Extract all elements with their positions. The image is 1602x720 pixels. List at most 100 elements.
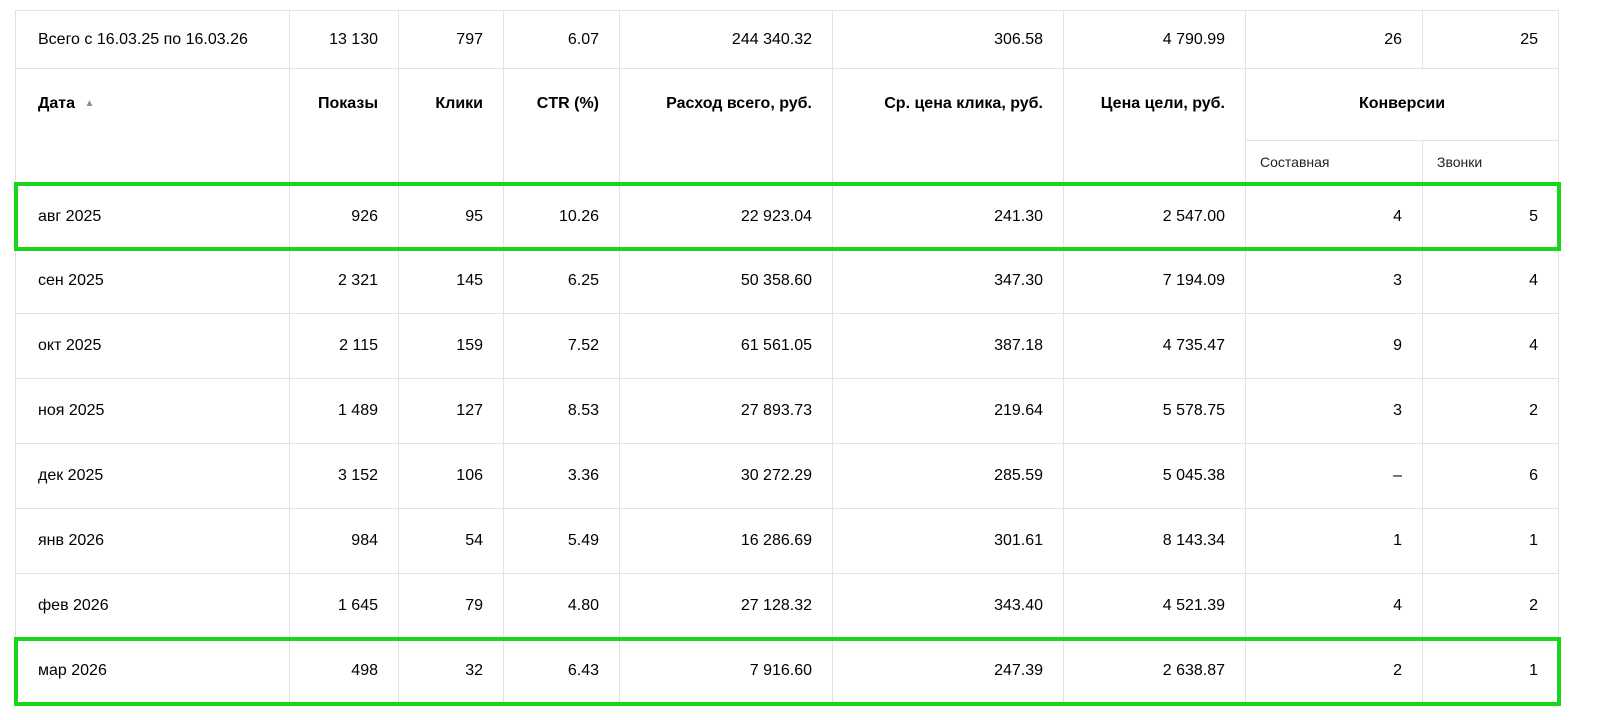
column-header-avg-cpc[interactable]: Ср. цена клика, руб. (832, 68, 1064, 185)
column-header-date[interactable]: Дата ▲ (15, 68, 290, 185)
value-cell: 2 321 (289, 248, 399, 314)
value-cell: 27 128.32 (619, 573, 833, 639)
value-cell: 7 194.09 (1063, 248, 1246, 314)
value-cell: 498 (289, 638, 399, 704)
value-cell: 347.30 (832, 248, 1064, 314)
date-cell: сен 2025 (15, 248, 290, 314)
value-cell: 4 (1422, 248, 1559, 314)
value-cell: 2 (1422, 573, 1559, 639)
column-header-goal-cost[interactable]: Цена цели, руб. (1063, 68, 1246, 185)
value-cell: 2 (1245, 638, 1423, 704)
column-header-ctr[interactable]: CTR (%) (503, 68, 620, 185)
value-cell: 16 286.69 (619, 508, 833, 574)
value-cell: 1 489 (289, 378, 399, 444)
value-cell: 5 578.75 (1063, 378, 1246, 444)
value-cell: 1 (1245, 508, 1423, 574)
totals-impressions: 13 130 (289, 10, 399, 69)
totals-clicks: 797 (398, 10, 504, 69)
value-cell: 22 923.04 (619, 183, 833, 249)
table-row[interactable]: ноя 2025 1 489 127 8.53 27 893.73 219.64 5 578… (15, 378, 1559, 444)
value-cell: 5 (1422, 183, 1559, 249)
value-cell: 32 (398, 638, 504, 704)
totals-conversions-calls: 25 (1422, 10, 1559, 69)
value-cell: 6.25 (503, 248, 620, 314)
value-cell: 30 272.29 (619, 443, 833, 509)
value-cell: 145 (398, 248, 504, 314)
column-header-impressions[interactable]: Показы (289, 68, 399, 185)
table-row[interactable]: янв 2026 984 54 5.49 16 286.69 301.61 8 143.34… (15, 508, 1559, 574)
value-cell: 6 (1422, 443, 1559, 509)
value-cell: 106 (398, 443, 504, 509)
value-cell: 5 045.38 (1063, 443, 1246, 509)
value-cell: 984 (289, 508, 399, 574)
value-cell: 2 (1422, 378, 1559, 444)
totals-avg-cpc: 306.58 (832, 10, 1064, 69)
value-cell: – (1245, 443, 1423, 509)
value-cell: 159 (398, 313, 504, 379)
value-cell: 8 143.34 (1063, 508, 1246, 574)
totals-ctr: 6.07 (503, 10, 620, 69)
table-row[interactable]: дек 2025 3 152 106 3.36 30 272.29 285.59 5 045… (15, 443, 1559, 509)
table-row[interactable]: мар 2026 498 32 6.43 7 916.60 247.39 2 638.87 2… (13, 636, 1561, 706)
date-cell: окт 2025 (15, 313, 290, 379)
table-row[interactable]: фев 2026 1 645 79 4.80 27 128.32 343.40 4 521.… (15, 573, 1559, 639)
date-cell: мар 2026 (15, 638, 290, 704)
table-body: авг 2025 926 95 10.26 22 923.04 241.30 2 547.0… (13, 181, 1561, 706)
value-cell: 7.52 (503, 313, 620, 379)
value-cell: 926 (289, 183, 399, 249)
date-cell: дек 2025 (15, 443, 290, 509)
column-header-conversions-group: Конверсии (1245, 68, 1559, 141)
column-header-conversions-composite[interactable]: Составная (1245, 140, 1423, 185)
value-cell: 4 (1422, 313, 1559, 379)
value-cell: 1 (1422, 508, 1559, 574)
value-cell: 3 152 (289, 443, 399, 509)
totals-conversions-composite: 26 (1245, 10, 1423, 69)
column-header-total-cost[interactable]: Расход всего, руб. (619, 68, 833, 185)
date-cell: авг 2025 (15, 183, 290, 249)
table-row[interactable]: окт 2025 2 115 159 7.52 61 561.05 387.18 4 735… (15, 313, 1559, 379)
value-cell: 4 735.47 (1063, 313, 1246, 379)
table-row[interactable]: сен 2025 2 321 145 6.25 50 358.60 347.30 7 194… (15, 248, 1559, 314)
value-cell: 4 (1245, 573, 1423, 639)
totals-goal-cost: 4 790.99 (1063, 10, 1246, 69)
value-cell: 54 (398, 508, 504, 574)
value-cell: 285.59 (832, 443, 1064, 509)
value-cell: 9 (1245, 313, 1423, 379)
value-cell: 5.49 (503, 508, 620, 574)
value-cell: 301.61 (832, 508, 1064, 574)
value-cell: 95 (398, 183, 504, 249)
value-cell: 6.43 (503, 638, 620, 704)
value-cell: 1 645 (289, 573, 399, 639)
value-cell: 4 (1245, 183, 1423, 249)
value-cell: 8.53 (503, 378, 620, 444)
value-cell: 2 638.87 (1063, 638, 1246, 704)
value-cell: 3 (1245, 248, 1423, 314)
value-cell: 50 358.60 (619, 248, 833, 314)
date-cell: ноя 2025 (15, 378, 290, 444)
value-cell: 3 (1245, 378, 1423, 444)
value-cell: 7 916.60 (619, 638, 833, 704)
value-cell: 4 521.39 (1063, 573, 1246, 639)
table-row[interactable]: авг 2025 926 95 10.26 22 923.04 241.30 2 547.0… (13, 181, 1561, 251)
value-cell: 343.40 (832, 573, 1064, 639)
date-cell: фев 2026 (15, 573, 290, 639)
value-cell: 219.64 (832, 378, 1064, 444)
totals-row: Всего с 16.03.25 по 16.03.26 13 130 797 … (15, 10, 1559, 69)
value-cell: 2 115 (289, 313, 399, 379)
sort-ascending-icon: ▲ (84, 98, 95, 109)
column-header-clicks[interactable]: Клики (398, 68, 504, 185)
value-cell: 2 547.00 (1063, 183, 1246, 249)
value-cell: 247.39 (832, 638, 1064, 704)
value-cell: 10.26 (503, 183, 620, 249)
column-header-conversions-calls[interactable]: Звонки (1422, 140, 1559, 185)
value-cell: 4.80 (503, 573, 620, 639)
totals-cost: 244 340.32 (619, 10, 833, 69)
value-cell: 1 (1422, 638, 1559, 704)
value-cell: 79 (398, 573, 504, 639)
value-cell: 27 893.73 (619, 378, 833, 444)
value-cell: 387.18 (832, 313, 1064, 379)
column-header-date-label: Дата (38, 95, 76, 112)
value-cell: 127 (398, 378, 504, 444)
date-cell: янв 2026 (15, 508, 290, 574)
